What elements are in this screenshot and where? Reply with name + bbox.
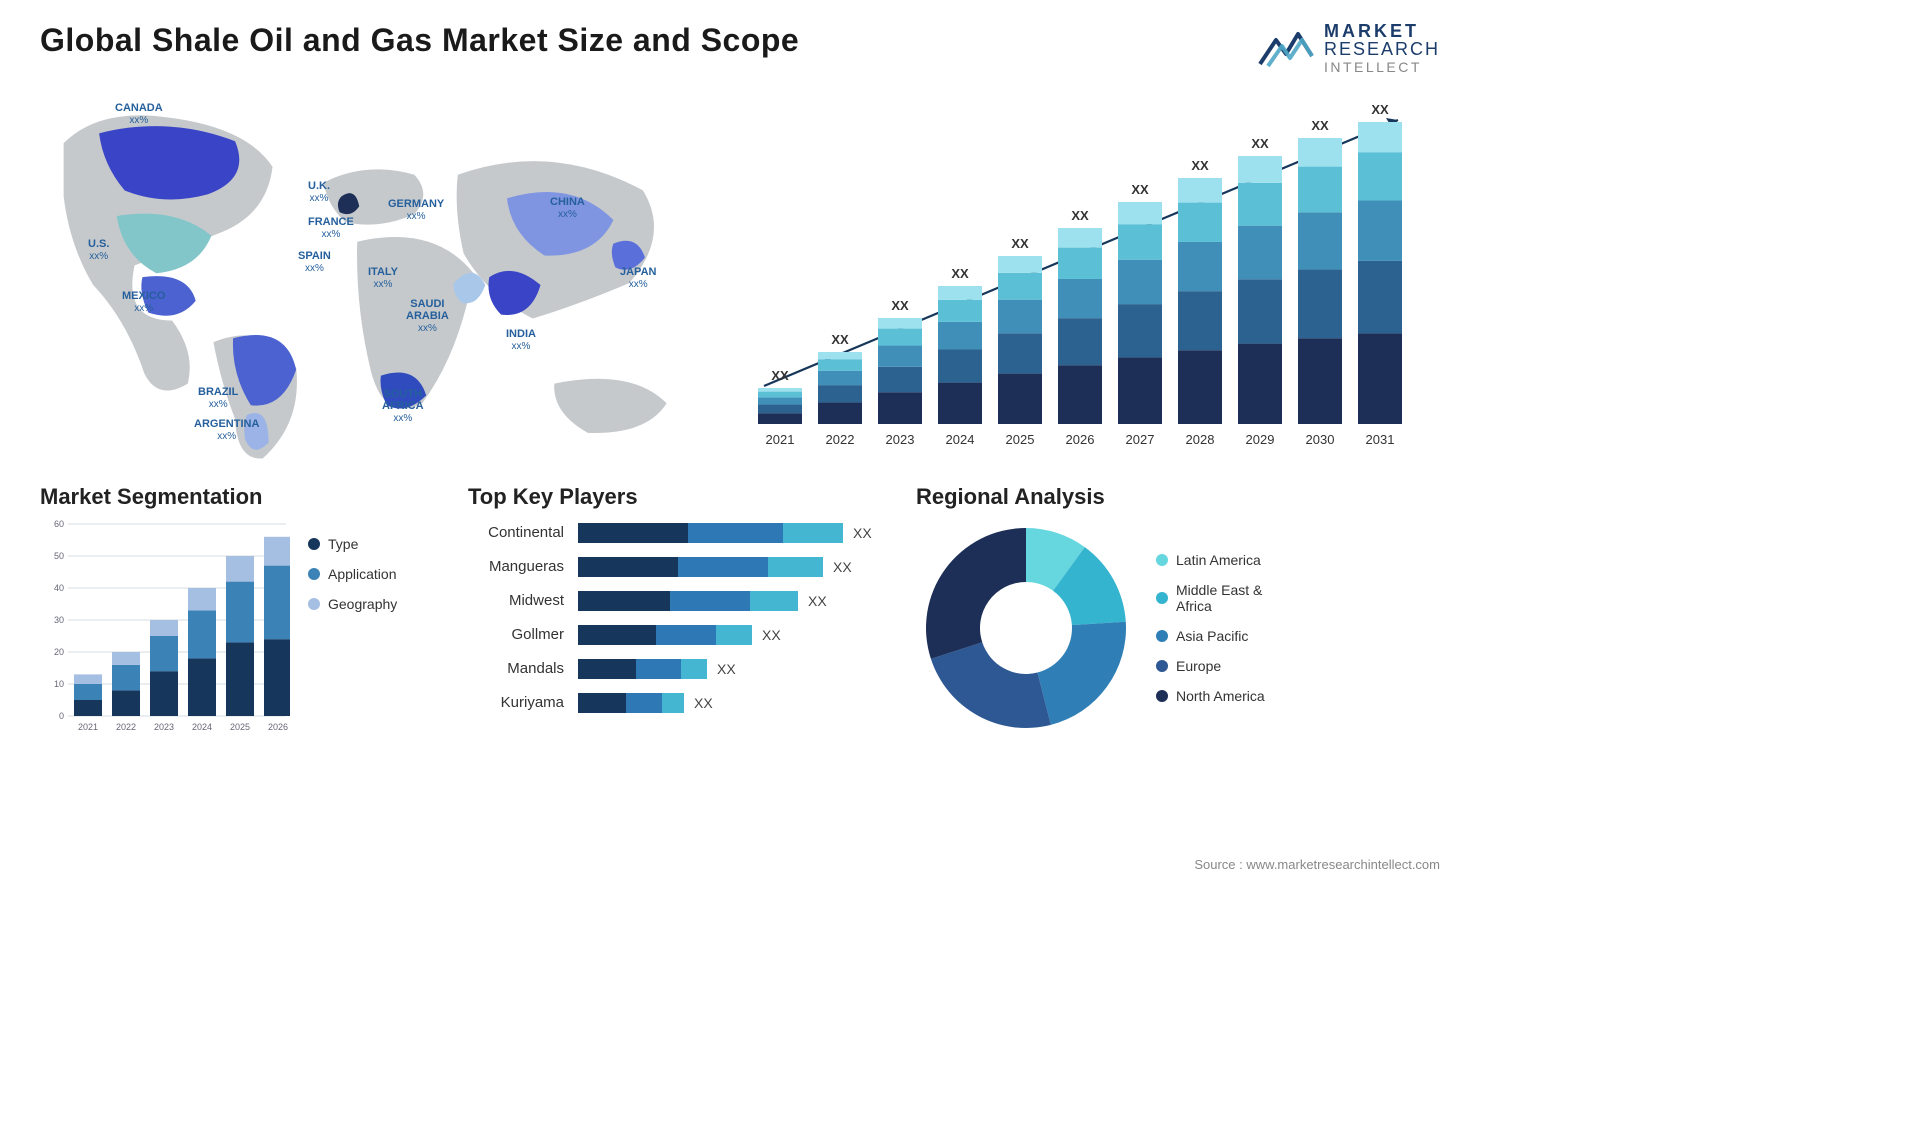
segmentation-chart: 0 10 20 30 40 50 60 2021 2022 2023 2024 2025 2026 <box>40 518 290 738</box>
svg-text:XX: XX <box>891 298 909 313</box>
legend-item: Europe <box>1156 658 1265 674</box>
svg-text:XX: XX <box>1071 208 1089 223</box>
svg-text:50: 50 <box>54 551 64 561</box>
svg-text:2028: 2028 <box>1186 432 1215 447</box>
svg-text:40: 40 <box>54 583 64 593</box>
map-label: U.K.xx% <box>308 180 330 204</box>
legend-item: North America <box>1156 688 1265 704</box>
map-label: ITALYxx% <box>368 266 398 290</box>
legend-item: Asia Pacific <box>1156 628 1265 644</box>
logo-line3: INTELLECT <box>1324 60 1440 74</box>
map-label: U.S.xx% <box>88 238 109 262</box>
players-names: Continental Mangueras Midwest Gollmer Mandal… <box>468 518 564 714</box>
page-title: Global Shale Oil and Gas Market Size and… <box>40 22 799 59</box>
svg-text:30: 30 <box>54 615 64 625</box>
player-bar-row: XX <box>578 692 872 714</box>
svg-text:60: 60 <box>54 519 64 529</box>
player-name: Mandals <box>468 658 564 680</box>
player-bar-row: XX <box>578 624 872 646</box>
player-name: Midwest <box>468 590 564 612</box>
map-label: CHINAxx% <box>550 196 585 220</box>
svg-text:10: 10 <box>54 679 64 689</box>
legend-item: Application <box>308 566 397 582</box>
svg-text:2029: 2029 <box>1246 432 1275 447</box>
source-text: Source : www.marketresearchintellect.com <box>1194 857 1440 872</box>
map-label: INDIAxx% <box>506 328 536 352</box>
svg-text:2026: 2026 <box>268 722 288 732</box>
svg-text:XX: XX <box>771 368 789 383</box>
regional-donut <box>916 518 1136 738</box>
regional-legend: Latin America Middle East &Africa Asia Pac… <box>1156 552 1265 704</box>
logo-mark-icon <box>1258 26 1314 70</box>
legend-item: Middle East &Africa <box>1156 582 1265 614</box>
map-label: SOUTHAFRICAxx% <box>382 388 424 424</box>
forecast-chart-svg: XX 2021 XX 2022 XX 2023 XX 2024 XX 2025 XX 2026 XX 20… <box>740 88 1440 458</box>
players-bars: XX XX XX XX XX XX <box>578 518 872 714</box>
svg-text:2021: 2021 <box>78 722 98 732</box>
segmentation-title: Market Segmentation <box>40 484 440 510</box>
svg-text:2023: 2023 <box>154 722 174 732</box>
brand-logo: MARKET RESEARCH INTELLECT <box>1258 22 1440 74</box>
forecast-chart: XX 2021 XX 2022 XX 2023 XX 2024 XX 2025 XX 2026 XX 20… <box>740 88 1440 458</box>
player-bar-row: XX <box>578 590 872 612</box>
player-name: Continental <box>468 522 564 544</box>
map-label: SPAINxx% <box>298 250 331 274</box>
svg-text:2026: 2026 <box>1066 432 1095 447</box>
svg-text:XX: XX <box>1311 118 1329 133</box>
legend-item: Latin America <box>1156 552 1265 568</box>
svg-text:XX: XX <box>831 332 849 347</box>
player-name: Gollmer <box>468 624 564 646</box>
svg-text:XX: XX <box>1131 182 1149 197</box>
svg-text:2024: 2024 <box>192 722 212 732</box>
svg-text:2030: 2030 <box>1306 432 1335 447</box>
segmentation-legend: Type Application Geography <box>308 518 397 612</box>
player-bar-row: XX <box>578 522 872 544</box>
svg-text:2024: 2024 <box>946 432 975 447</box>
map-label: JAPANxx% <box>620 266 656 290</box>
map-label: SAUDIARABIAxx% <box>406 298 449 334</box>
logo-line2: RESEARCH <box>1324 40 1440 58</box>
player-bar-row: XX <box>578 556 872 578</box>
player-bar-row: XX <box>578 658 872 680</box>
svg-text:2027: 2027 <box>1126 432 1155 447</box>
players-title: Top Key Players <box>468 484 888 510</box>
map-label: BRAZILxx% <box>198 386 238 410</box>
svg-text:2021: 2021 <box>766 432 795 447</box>
regional-title: Regional Analysis <box>916 484 1440 510</box>
logo-line1: MARKET <box>1324 22 1440 40</box>
svg-text:2025: 2025 <box>1006 432 1035 447</box>
svg-text:2022: 2022 <box>116 722 136 732</box>
svg-text:2023: 2023 <box>886 432 915 447</box>
map-label: CANADAxx% <box>115 102 163 126</box>
svg-text:2031: 2031 <box>1366 432 1395 447</box>
svg-text:XX: XX <box>1191 158 1209 173</box>
svg-text:2025: 2025 <box>230 722 250 732</box>
svg-text:XX: XX <box>1011 236 1029 251</box>
svg-text:20: 20 <box>54 647 64 657</box>
legend-item: Geography <box>308 596 397 612</box>
map-label: MEXICOxx% <box>122 290 165 314</box>
world-map: CANADAxx% U.S.xx% MEXICOxx% BRAZILxx% ARGENT… <box>40 88 710 478</box>
legend-item: Type <box>308 536 397 552</box>
player-name: Kuriyama <box>468 692 564 714</box>
svg-text:XX: XX <box>951 266 969 281</box>
svg-text:2022: 2022 <box>826 432 855 447</box>
svg-text:XX: XX <box>1251 136 1269 151</box>
map-label: FRANCExx% <box>308 216 354 240</box>
map-label: GERMANYxx% <box>388 198 444 222</box>
svg-text:0: 0 <box>59 711 64 721</box>
player-name: Mangueras <box>468 556 564 578</box>
svg-text:XX: XX <box>1371 102 1389 117</box>
map-label: ARGENTINAxx% <box>194 418 259 442</box>
